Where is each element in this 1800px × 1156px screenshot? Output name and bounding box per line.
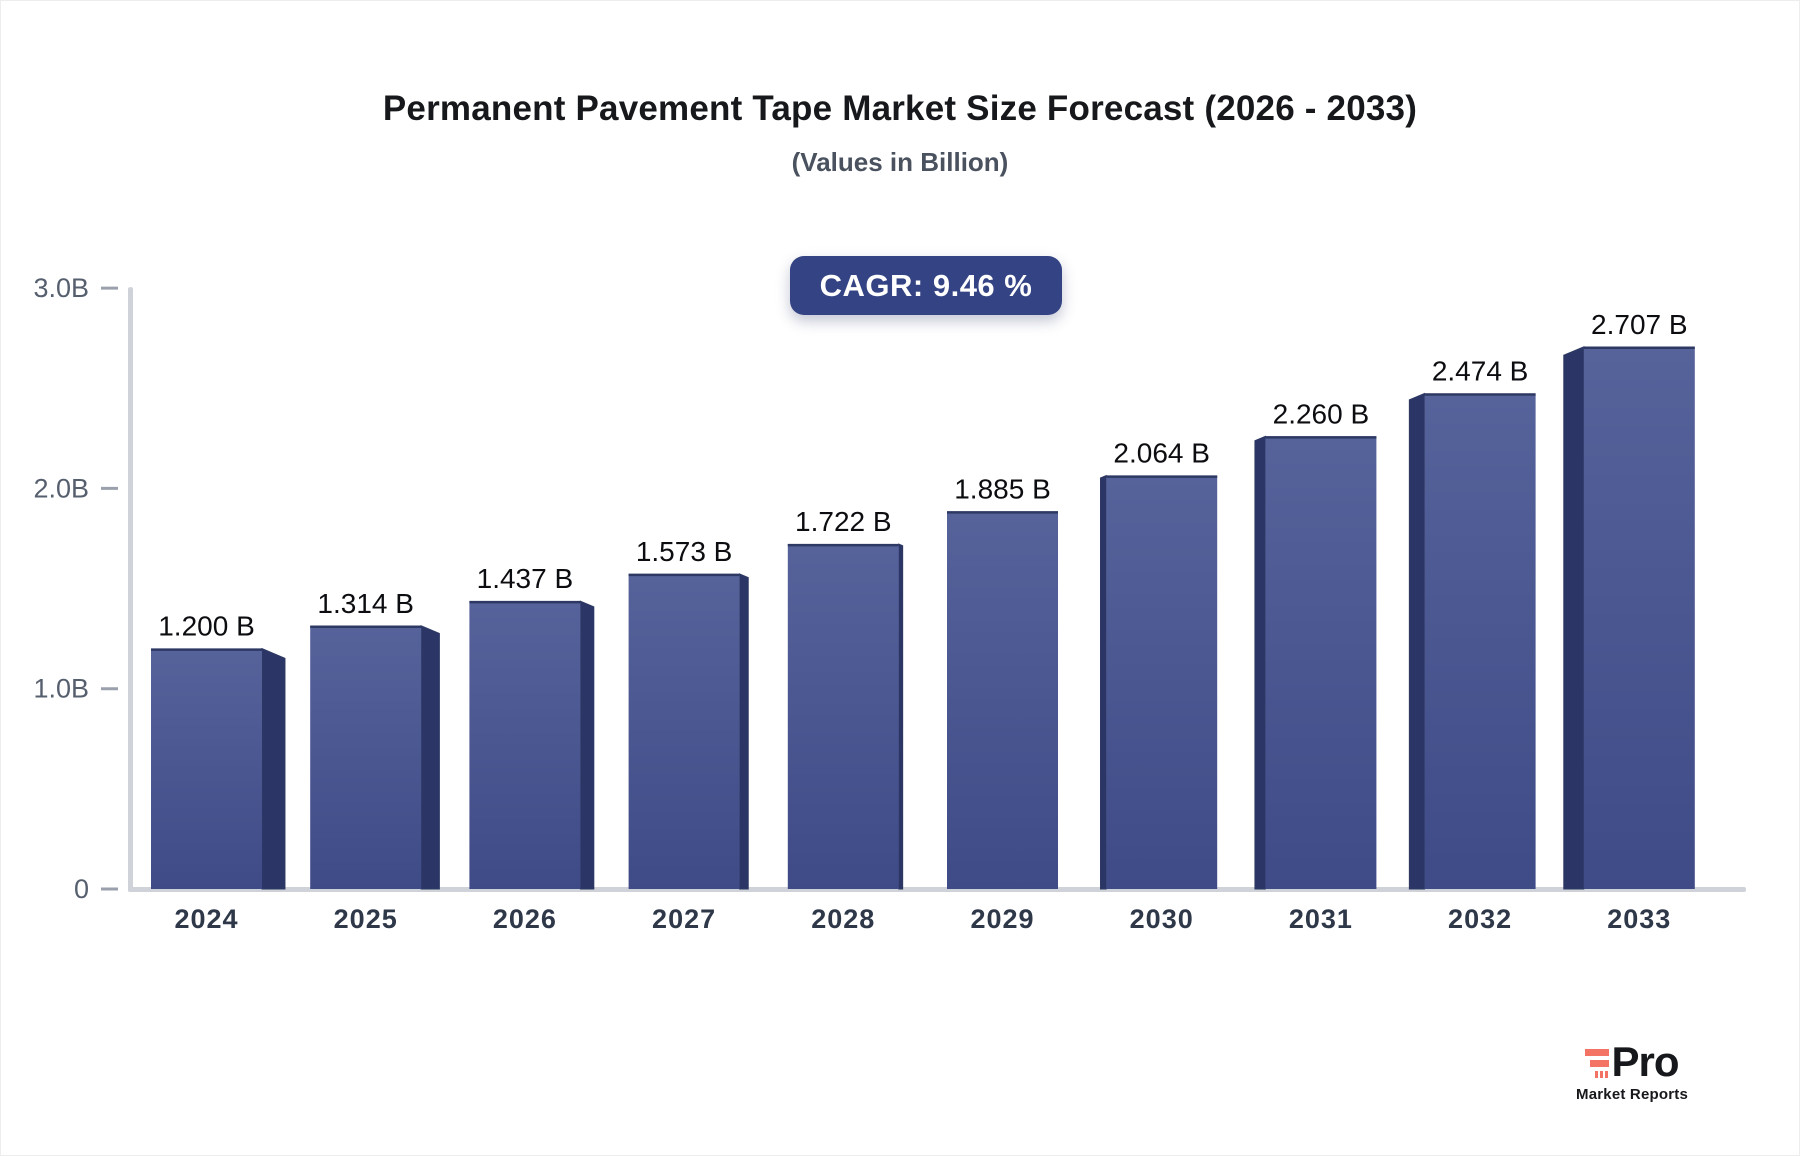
x-tick-label: 2024 [174,904,238,934]
bar-side-face [898,543,904,890]
bar-value-label: 2.474 B [1432,355,1529,386]
logo-wordmark: Pro [1611,1038,1679,1085]
bar-side-face [261,647,286,890]
logo-subtitle: Market Reports [1576,1086,1688,1103]
bar [151,648,262,889]
y-tick-label: 2.0B [33,473,89,503]
cagr-badge-label: CAGR: 9.46 % [819,267,1033,303]
bar-value-label: 1.437 B [477,563,574,594]
bar-side-face [1563,346,1585,890]
bar [787,544,899,889]
bar [628,573,740,889]
bar-value-label: 2.260 B [1273,398,1370,429]
brand-logo-row: Pro [1585,1038,1680,1085]
chart-title: Permanent Pavement Tape Market Size Fore… [382,89,1418,128]
bar [469,601,581,889]
x-tick-label: 2025 [334,904,398,934]
brand-logo: Pro Market Reports [1576,1038,1688,1104]
y-axis-line [128,287,133,893]
bar-value-label: 1.722 B [795,506,892,537]
chart-subtitle: (Values in Billion) [791,147,1009,177]
bar [1424,393,1536,889]
bar [947,511,1058,889]
cagr-badge: CAGR: 9.46 % [790,256,1062,315]
bar-side-face [579,600,595,890]
bar-value-label: 1.200 B [158,611,255,642]
bar-side-face [739,573,749,890]
bar-side-face [1408,392,1426,890]
bar-side-face [1254,435,1266,890]
x-tick-label: 2031 [1289,904,1353,934]
x-tick-label: 2033 [1607,904,1671,934]
y-tick-label: 0 [74,874,89,904]
x-tick-label: 2027 [652,904,716,934]
bar [1583,346,1695,889]
x-tick-label: 2030 [1130,904,1194,934]
x-tick-label: 2032 [1448,904,1512,934]
bar-value-label: 1.314 B [317,588,414,619]
bar-value-label: 1.573 B [636,536,733,567]
bar [1265,436,1377,889]
bar-side-face [1100,474,1107,890]
x-tick-label: 2028 [811,904,875,934]
x-tick-label: 2026 [493,904,557,934]
bar-value-label: 1.885 B [954,473,1051,504]
bar-side-face [420,625,440,890]
bar [310,625,422,889]
bar-value-label: 2.064 B [1113,438,1210,469]
y-tick-label: 1.0B [33,674,89,704]
x-tick-label: 2029 [970,904,1034,934]
logo-stripes-icon [1585,1049,1610,1078]
bar-value-label: 2.707 B [1591,309,1688,340]
y-tick-label: 3.0B [33,273,89,303]
bar [1106,475,1218,889]
